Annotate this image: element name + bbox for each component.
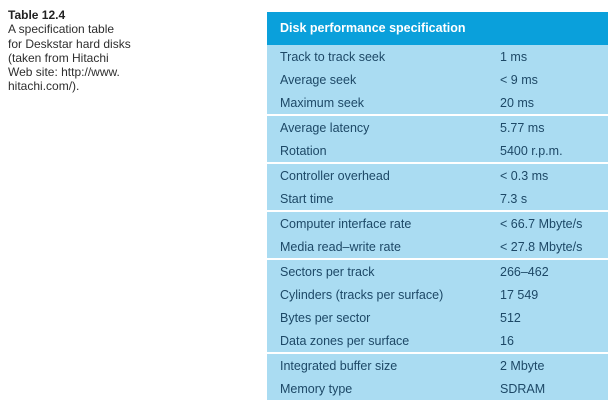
row-value: 266–462 bbox=[500, 264, 549, 279]
row-label: Maximum seek bbox=[280, 95, 365, 110]
row-label: Media read–write rate bbox=[280, 239, 401, 254]
row-label: Controller overhead bbox=[280, 168, 390, 183]
row-label: Memory type bbox=[280, 381, 353, 396]
table-row: Start time 7.3 s bbox=[267, 187, 608, 210]
table-row: Integrated buffer size 2 Mbyte bbox=[267, 352, 608, 377]
table-row: Computer interface rate < 66.7 Mbyte/s bbox=[267, 210, 608, 235]
row-value: 20 ms bbox=[500, 95, 535, 110]
table-row: Media read–write rate < 27.8 Mbyte/s bbox=[267, 235, 608, 258]
row-value: < 27.8 Mbyte/s bbox=[500, 239, 583, 254]
row-value: 512 bbox=[500, 310, 521, 325]
caption-title: Table 12.4 bbox=[8, 8, 66, 22]
row-label: Data zones per surface bbox=[280, 333, 410, 348]
row-value: 17 549 bbox=[500, 287, 539, 302]
row-value: 16 bbox=[500, 333, 514, 348]
row-value: < 0.3 ms bbox=[500, 168, 549, 183]
spec-table: Disk performance specification Track to … bbox=[267, 12, 608, 400]
row-value: SDRAM bbox=[500, 381, 546, 396]
caption-line: (taken from Hitachi bbox=[8, 50, 109, 65]
row-value: < 66.7 Mbyte/s bbox=[500, 216, 583, 231]
row-value: 5.77 ms bbox=[500, 120, 545, 135]
spec-table-header: Disk performance specification bbox=[267, 12, 608, 45]
row-value: 7.3 s bbox=[500, 191, 528, 206]
table-row: Sectors per track 266–462 bbox=[267, 258, 608, 283]
row-value: < 9 ms bbox=[500, 72, 538, 87]
row-label: Rotation bbox=[280, 143, 327, 158]
table-row: Rotation 5400 r.p.m. bbox=[267, 139, 608, 162]
table-row: Average seek < 9 ms bbox=[267, 68, 608, 91]
row-value: 5400 r.p.m. bbox=[500, 143, 563, 158]
table-row: Controller overhead < 0.3 ms bbox=[267, 162, 608, 187]
row-value: 1 ms bbox=[500, 49, 528, 64]
table-row: Track to track seek 1 ms bbox=[267, 45, 608, 68]
row-label: Cylinders (tracks per surface) bbox=[280, 287, 444, 302]
row-label: Start time bbox=[280, 191, 334, 206]
table-row: Cylinders (tracks per surface) 17 549 bbox=[267, 283, 608, 306]
row-label: Average latency bbox=[280, 120, 370, 135]
caption-line: A specification table bbox=[8, 22, 115, 37]
table-row: Average latency 5.77 ms bbox=[267, 114, 608, 139]
row-label: Average seek bbox=[280, 72, 357, 87]
table-row: Data zones per surface 16 bbox=[267, 329, 608, 352]
row-label: Sectors per track bbox=[280, 264, 375, 279]
row-label: Track to track seek bbox=[280, 49, 386, 64]
table-caption: Table 12.4 A specification table for Des… bbox=[8, 8, 168, 94]
row-label: Bytes per sector bbox=[280, 310, 371, 325]
row-label: Computer interface rate bbox=[280, 216, 412, 231]
caption-line: Web site: http://www. bbox=[8, 65, 120, 80]
table-row: Memory type SDRAM bbox=[267, 377, 608, 400]
caption-line: for Deskstar hard disks bbox=[8, 36, 131, 51]
row-label: Integrated buffer size bbox=[280, 358, 398, 373]
table-row: Maximum seek 20 ms bbox=[267, 91, 608, 114]
table-row: Bytes per sector 512 bbox=[267, 306, 608, 329]
spec-table-body: Track to track seek 1 ms Average seek < … bbox=[267, 45, 608, 400]
caption-line: hitachi.com/). bbox=[8, 79, 80, 94]
row-value: 2 Mbyte bbox=[500, 358, 545, 373]
